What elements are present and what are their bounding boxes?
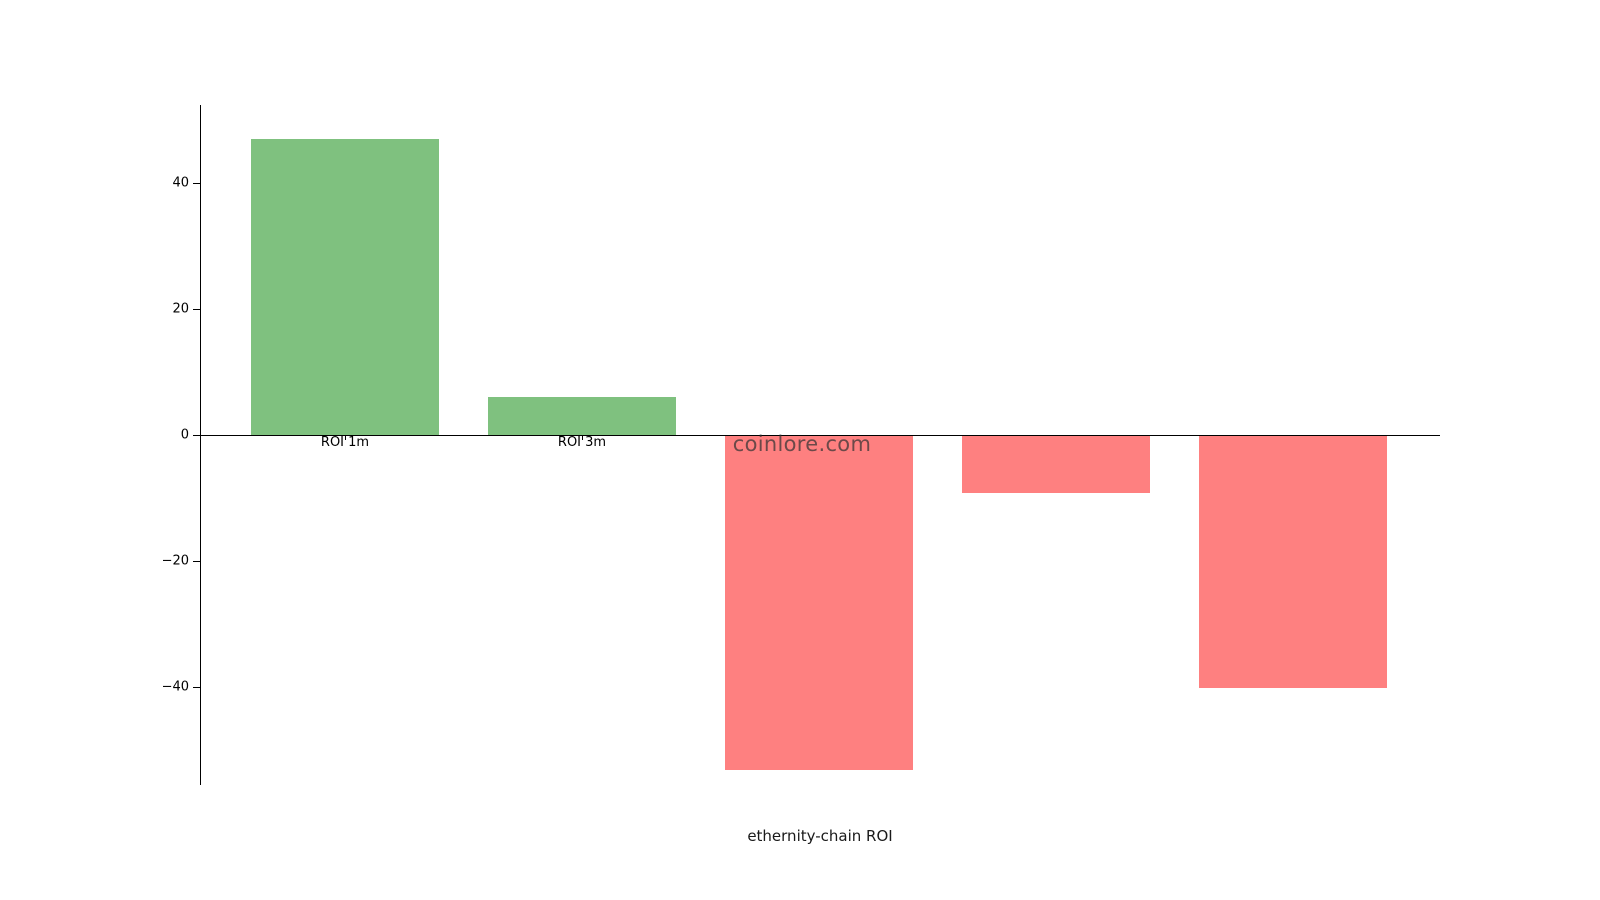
x-tick-label-roi-3m: ROI 3m: [557, 435, 607, 450]
y-tick-label-40: 40: [172, 175, 189, 191]
y-tick-mark-20: [193, 309, 200, 310]
y-tick-label--40: −40: [161, 679, 189, 695]
y-tick-label-20: 20: [172, 301, 189, 317]
x-axis-title: ethernity-chain ROI: [747, 827, 893, 845]
bar-roi-3m: [488, 397, 676, 435]
y-tick-mark--40: [193, 687, 200, 688]
zero-baseline: [200, 435, 1440, 436]
x-tick-label-roi-1m: ROI 1m: [320, 435, 370, 450]
y-tick-mark-40: [193, 183, 200, 184]
bar-negative-4: [962, 436, 1150, 493]
bar-roi-1m: [251, 138, 439, 435]
watermark-text: coinlore.com: [732, 432, 872, 456]
bar-negative-5: [1199, 436, 1387, 688]
y-tick-label-0: 0: [180, 427, 189, 443]
y-axis-spine: [200, 105, 201, 785]
y-tick-mark--20: [193, 561, 200, 562]
y-tick-label--20: −20: [161, 553, 189, 569]
x-tick-mark-1: [345, 436, 346, 440]
y-tick-mark-0: [193, 435, 200, 436]
bar-negative-3: [725, 436, 913, 770]
x-tick-mark-2: [582, 436, 583, 440]
